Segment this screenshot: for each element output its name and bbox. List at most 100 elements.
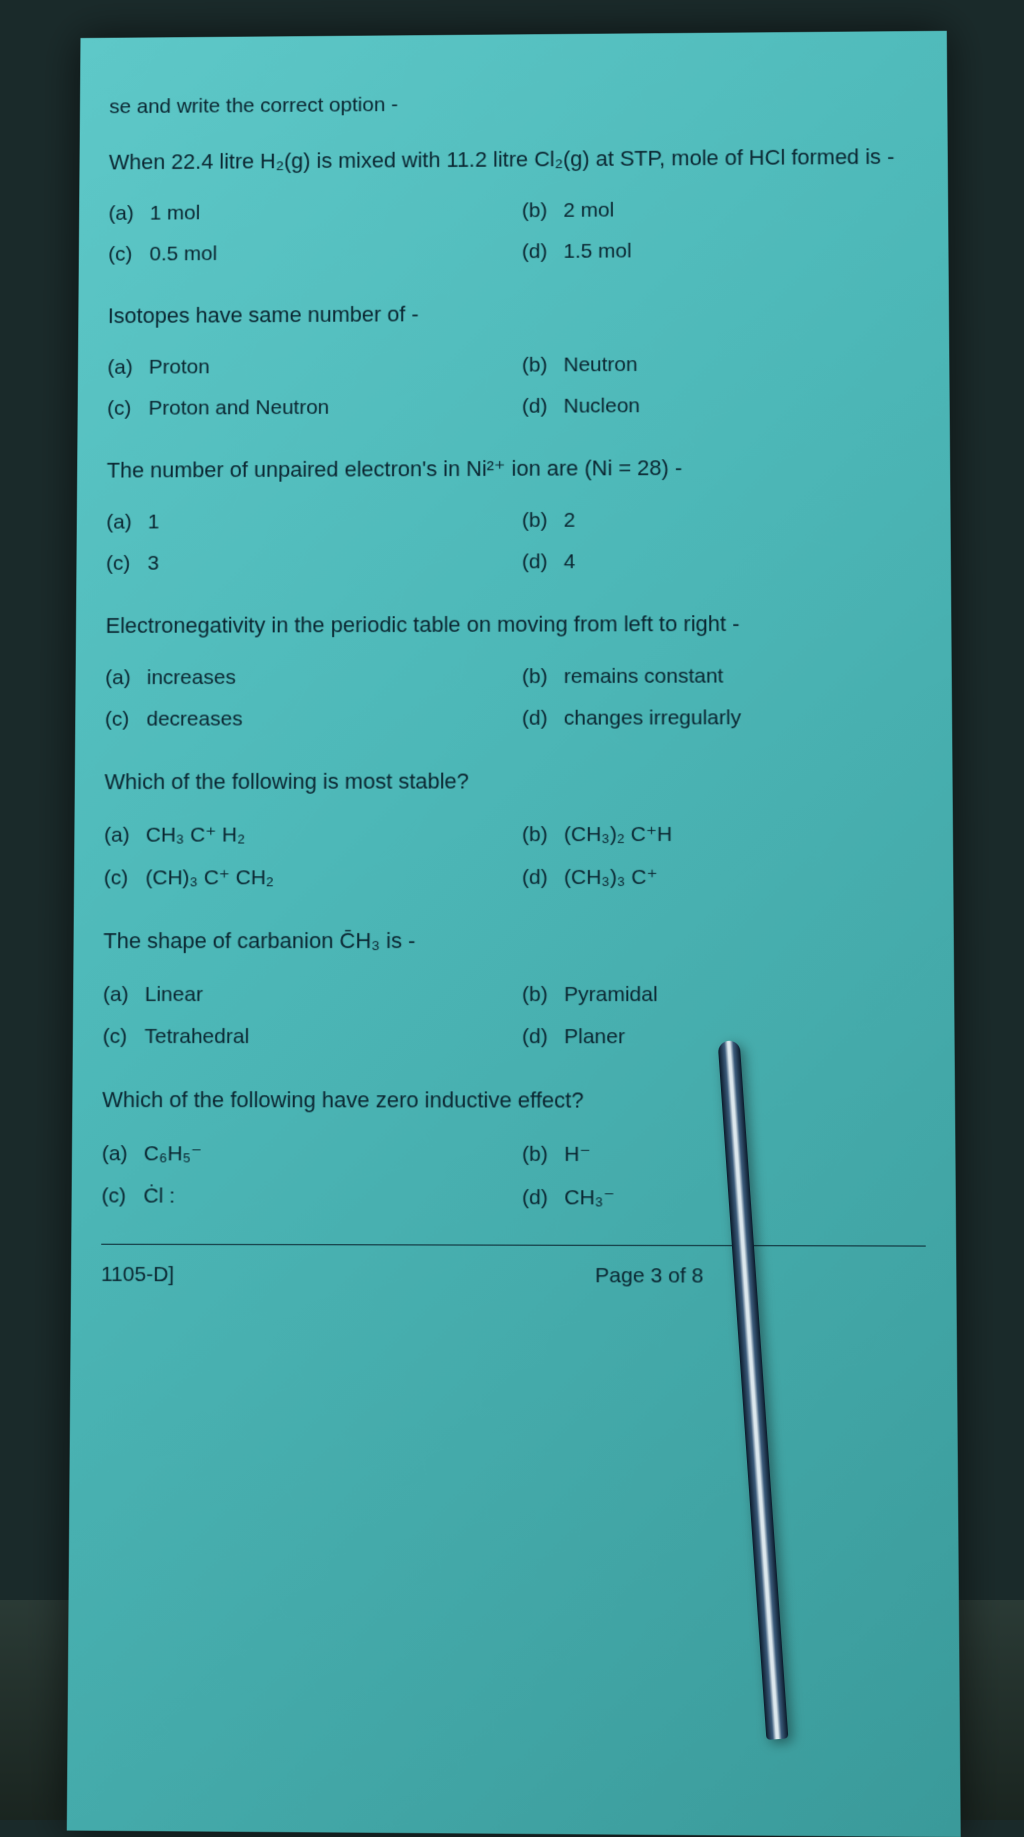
question-stem: When 22.4 litre H₂(g) is mixed with 11.2… <box>109 140 918 179</box>
exam-paper: se and write the correct option - When 2… <box>67 31 961 1837</box>
option-text: Pyramidal <box>564 983 658 1007</box>
question-options: (a) CH₃ C⁺ H₂ (b) (CH₃)₂ C⁺H (c) (CH)₃ C⁺ C… <box>104 822 923 891</box>
question-stem: Electronegativity in the periodic table … <box>105 607 921 643</box>
option-letter: (c) <box>101 1184 129 1208</box>
option-letter: (d) <box>522 1186 550 1210</box>
option-letter: (a) <box>103 983 131 1007</box>
option-c: (c) Tetrahedral <box>103 1025 502 1049</box>
option-a: (a) 1 mol <box>108 200 502 226</box>
option-d: (d)changes irregularly <box>522 706 922 731</box>
question-stem: The number of unpaired electron's in Ni²… <box>107 450 921 487</box>
option-letter: (a) <box>106 511 134 535</box>
option-b: (b) remains constant <box>522 665 922 690</box>
option-c: (c) Ċl : <box>101 1184 501 1210</box>
option-letter: (a) <box>105 667 133 691</box>
option-letter: (b) <box>522 199 550 223</box>
option-c: (c) decreases <box>105 707 502 732</box>
option-text: Linear <box>145 983 203 1007</box>
option-letter: (b) <box>522 666 550 690</box>
option-text: Planer <box>564 1025 625 1049</box>
option-letter: (d) <box>522 867 550 891</box>
option-text: 1 <box>148 511 160 535</box>
option-b: (b) 2 <box>522 508 921 533</box>
option-text: 1 mol <box>150 202 201 226</box>
option-text: changes irregularly <box>564 707 741 731</box>
option-letter: (c) <box>106 552 134 576</box>
option-d: (d) 1.5 mol <box>522 238 919 264</box>
option-text: CH₃⁻ <box>564 1185 614 1210</box>
option-text: 4 <box>564 551 576 575</box>
option-d: (d) CH₃⁻ <box>522 1185 925 1211</box>
option-text: Nucleon <box>564 395 641 419</box>
option-text: Proton and Neutron <box>148 396 329 420</box>
option-text: decreases <box>146 708 242 732</box>
option-text: remains constant <box>564 665 724 689</box>
option-letter: (c) <box>105 708 133 732</box>
option-text: increases <box>147 666 236 690</box>
option-b: (b) Neutron <box>522 352 920 378</box>
paper-code: 1105-D] <box>101 1263 174 1287</box>
option-text: 1.5 mol <box>563 240 631 264</box>
option-d: (d) Nucleon <box>522 393 920 419</box>
question-options: (a) 1 mol (b) 2 mol (c) 0.5 mol (d) 1.5 mol <box>108 197 918 267</box>
option-text: 2 <box>564 509 576 533</box>
option-text: Proton <box>149 356 210 380</box>
option-letter: (c) <box>104 867 132 891</box>
section-instruction: se and write the correct option - <box>109 89 917 119</box>
option-text: 3 <box>147 552 159 576</box>
option-text: Ċl : <box>143 1184 175 1208</box>
option-letter: (a) <box>107 356 135 380</box>
option-letter: (b) <box>522 1142 550 1166</box>
option-text: H⁻ <box>564 1141 590 1166</box>
option-letter: (a) <box>104 824 132 848</box>
question-options: (a) C₆H₅⁻ (b) H⁻ (c) Ċl : (d) CH₃⁻ <box>101 1141 925 1211</box>
option-letter: (b) <box>522 983 550 1007</box>
option-letter: (b) <box>522 354 550 378</box>
option-a: (a) C₆H₅⁻ <box>102 1141 502 1167</box>
option-c: (c) Proton and Neutron <box>107 395 502 421</box>
page-footer: 1105-D] Page 3 of 8 <box>101 1243 926 1288</box>
option-letter: (d) <box>522 1025 550 1049</box>
question-stem: Which of the following have zero inducti… <box>102 1083 925 1118</box>
option-b: (b) H⁻ <box>522 1141 925 1167</box>
page-number: Page 3 of 8 <box>595 1264 703 1289</box>
option-text: Neutron <box>564 353 638 377</box>
option-a: (a) 1 <box>106 510 502 535</box>
option-letter: (d) <box>522 395 550 419</box>
option-letter: (c) <box>108 243 136 267</box>
question-options: (a) Linear (b) Pyramidal (c) Tetrahedral (d… <box>103 983 925 1049</box>
option-letter: (a) <box>102 1142 130 1166</box>
question-options: (a) Proton (b) Neutron (c) Proton and Neutr… <box>107 352 920 421</box>
option-text: 2 mol <box>563 199 614 223</box>
option-c: (c) (CH)₃ C⁺ CH₂ <box>104 866 502 891</box>
option-b: (b) 2 mol <box>522 197 919 223</box>
question-stem: Isotopes have same number of - <box>108 295 919 333</box>
option-letter: (d) <box>522 551 550 575</box>
option-d: (d) 4 <box>522 549 921 574</box>
question-options: (a) increases (b) remains constant (c) decr… <box>105 665 922 733</box>
option-letter: (b) <box>522 824 550 848</box>
option-a: (a) Linear <box>103 983 502 1007</box>
option-text: (CH)₃ C⁺ CH₂ <box>145 866 274 891</box>
option-text: Tetrahedral <box>144 1025 249 1049</box>
option-text: (CH₃)₃ C⁺ <box>564 865 658 890</box>
option-d: (d) (CH₃)₃ C⁺ <box>522 865 923 890</box>
option-c: (c) 0.5 mol <box>108 241 502 267</box>
option-letter: (b) <box>522 509 550 533</box>
option-letter: (c) <box>103 1025 131 1049</box>
option-text: C₆H₅⁻ <box>144 1141 202 1166</box>
option-letter: (d) <box>522 240 550 264</box>
option-a: (a) increases <box>105 666 502 691</box>
option-b: (b) Pyramidal <box>522 983 924 1007</box>
option-text: CH₃ C⁺ H₂ <box>146 823 246 848</box>
question-stem: The shape of carbanion C̄H₃ is - <box>103 924 923 958</box>
option-b: (b) (CH₃)₂ C⁺H <box>522 822 923 847</box>
question-stem: Which of the following is most stable? <box>104 764 922 799</box>
option-letter: (c) <box>107 397 135 421</box>
option-letter: (a) <box>108 202 136 226</box>
option-text: (CH₃)₂ C⁺H <box>564 822 672 847</box>
option-c: (c) 3 <box>106 551 502 576</box>
option-text: 0.5 mol <box>149 243 217 267</box>
question-options: (a) 1 (b) 2 (c) 3 (d) 4 <box>106 508 921 576</box>
option-a: (a) Proton <box>107 354 502 380</box>
